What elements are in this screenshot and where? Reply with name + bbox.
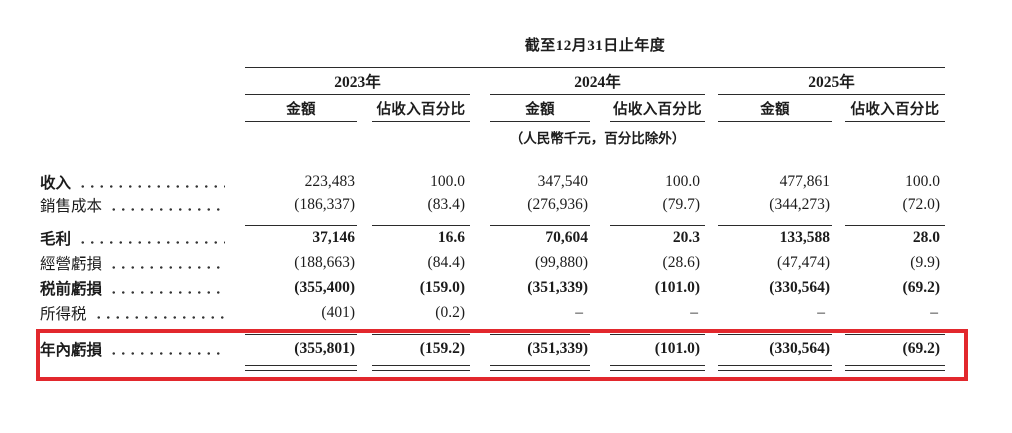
- value-cell: 37,146: [312, 229, 355, 246]
- value-cell: 223,483: [304, 172, 355, 190]
- table-row: 税前虧損 (355,400) (159.0) (351,339) (101.0)…: [40, 275, 945, 300]
- value-cell: (401): [321, 303, 355, 321]
- income-statement-table: 截至12月31日止年度 2023年 2024年 2025年 金額 佔收入百分比 …: [40, 30, 945, 371]
- value-cell: –: [817, 303, 825, 321]
- row-label: 收入: [40, 171, 245, 193]
- value-cell: 100.0: [430, 172, 465, 190]
- value-cell: (330,564): [769, 339, 830, 357]
- column-header-amount-2025: 金額: [718, 95, 832, 122]
- table-header-period-row: 截至12月31日止年度: [40, 30, 945, 68]
- value-cell: (330,564): [769, 278, 830, 296]
- dot-leader: [78, 182, 225, 190]
- value-cell: (159.2): [419, 339, 465, 357]
- dot-leader: [109, 205, 225, 213]
- value-cell: 70,604: [545, 229, 588, 246]
- table-row: 銷售成本 (186,337) (83.4) (276,936) (79.7) (…: [40, 193, 945, 216]
- period-title: 截至12月31日止年度: [245, 30, 945, 68]
- row-label: 毛利: [40, 227, 245, 249]
- value-cell: (355,400): [294, 278, 355, 296]
- value-cell: 100.0: [665, 172, 700, 190]
- row-label: 經營虧損: [40, 252, 245, 274]
- value-cell: (83.4): [427, 195, 465, 213]
- year-header-2024: 2024年: [490, 68, 705, 95]
- row-label: 銷售成本: [40, 194, 245, 216]
- value-cell: (84.4): [427, 253, 465, 271]
- value-cell: –: [575, 303, 583, 321]
- table-row: 所得税 (401) (0.2) – – – –: [40, 300, 945, 325]
- value-cell: (9.9): [910, 253, 940, 271]
- value-cell: (69.2): [902, 278, 940, 296]
- value-cell: (0.2): [435, 303, 465, 321]
- value-cell: 477,861: [779, 172, 830, 190]
- table-row: 經營虧損 (188,663) (84.4) (99,880) (28.6) (4…: [40, 250, 945, 275]
- table-row-total: 年內虧損 (355,801) (159.2) (351,339) (101.0)…: [40, 335, 945, 362]
- value-cell: (69.2): [902, 339, 940, 357]
- value-cell: (28.6): [662, 253, 700, 271]
- value-cell: (351,339): [527, 278, 588, 296]
- column-header-amount-2023: 金額: [245, 95, 357, 122]
- year-header-2025: 2025年: [718, 68, 945, 95]
- row-label: 年內虧損: [40, 338, 245, 360]
- dot-leader: [109, 349, 225, 357]
- total-rule-row: [40, 325, 945, 335]
- value-cell: 28.0: [912, 229, 940, 246]
- value-cell: (47,474): [777, 253, 830, 271]
- value-cell: (99,880): [535, 253, 588, 271]
- value-cell: –: [690, 303, 698, 321]
- value-cell: (159.0): [419, 278, 465, 296]
- header-body-spacer: [40, 148, 945, 170]
- table-header-years-row: 2023年 2024年 2025年: [40, 68, 945, 95]
- dot-leader: [78, 239, 225, 246]
- table-header-columns-row: 金額 佔收入百分比 金額 佔收入百分比 金額 佔收入百分比: [40, 95, 945, 122]
- dot-leader: [109, 288, 225, 296]
- value-cell: (101.0): [654, 278, 700, 296]
- unit-note: （人民幣千元，百分比除外）: [509, 131, 686, 146]
- value-cell: 133,588: [779, 229, 830, 246]
- value-cell: 347,540: [537, 172, 588, 190]
- value-cell: (79.7): [662, 195, 700, 213]
- row-label: 所得税: [40, 302, 245, 324]
- table-row: 毛利 37,146 16.6 70,604 20.3 133,588 28.0: [40, 226, 945, 250]
- value-cell: (186,337): [294, 195, 355, 213]
- value-cell: 16.6: [437, 229, 465, 246]
- table-header-note-row: （人民幣千元，百分比除外）: [40, 122, 945, 148]
- dot-leader: [109, 263, 225, 271]
- value-cell: (101.0): [654, 339, 700, 357]
- value-cell: (276,936): [527, 195, 588, 213]
- column-header-amount-2024: 金額: [490, 95, 590, 122]
- value-cell: (72.0): [902, 195, 940, 213]
- column-header-percent-2023: 佔收入百分比: [372, 95, 470, 122]
- row-label: 税前虧損: [40, 277, 245, 299]
- value-cell: 100.0: [905, 172, 940, 190]
- column-header-percent-2024: 佔收入百分比: [610, 95, 705, 122]
- value-cell: (188,663): [294, 253, 355, 271]
- double-rule-row: [40, 365, 945, 371]
- year-header-2023: 2023年: [245, 68, 470, 95]
- subtotal-rule-row: [40, 216, 945, 226]
- dot-leader: [93, 313, 225, 321]
- value-cell: (355,801): [294, 339, 355, 357]
- value-cell: –: [930, 303, 938, 321]
- value-cell: (351,339): [527, 339, 588, 357]
- table-row: 收入 223,483 100.0 347,540 100.0 477,861 1…: [40, 170, 945, 193]
- value-cell: (344,273): [769, 195, 830, 213]
- value-cell: 20.3: [672, 229, 700, 246]
- column-header-percent-2025: 佔收入百分比: [845, 95, 945, 122]
